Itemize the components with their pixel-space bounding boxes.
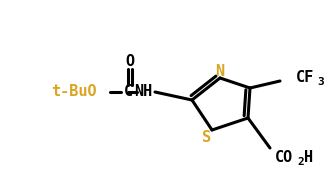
Text: 2: 2 — [297, 157, 304, 167]
Text: C: C — [123, 83, 133, 98]
Text: H: H — [304, 150, 313, 165]
Text: CO: CO — [275, 150, 293, 165]
Text: N: N — [215, 64, 224, 79]
Text: NH: NH — [134, 83, 152, 98]
Text: O: O — [125, 54, 135, 68]
Text: t-BuO: t-BuO — [51, 83, 97, 98]
Text: S: S — [202, 131, 212, 146]
Text: CF: CF — [296, 71, 314, 85]
Text: 3: 3 — [317, 77, 324, 87]
